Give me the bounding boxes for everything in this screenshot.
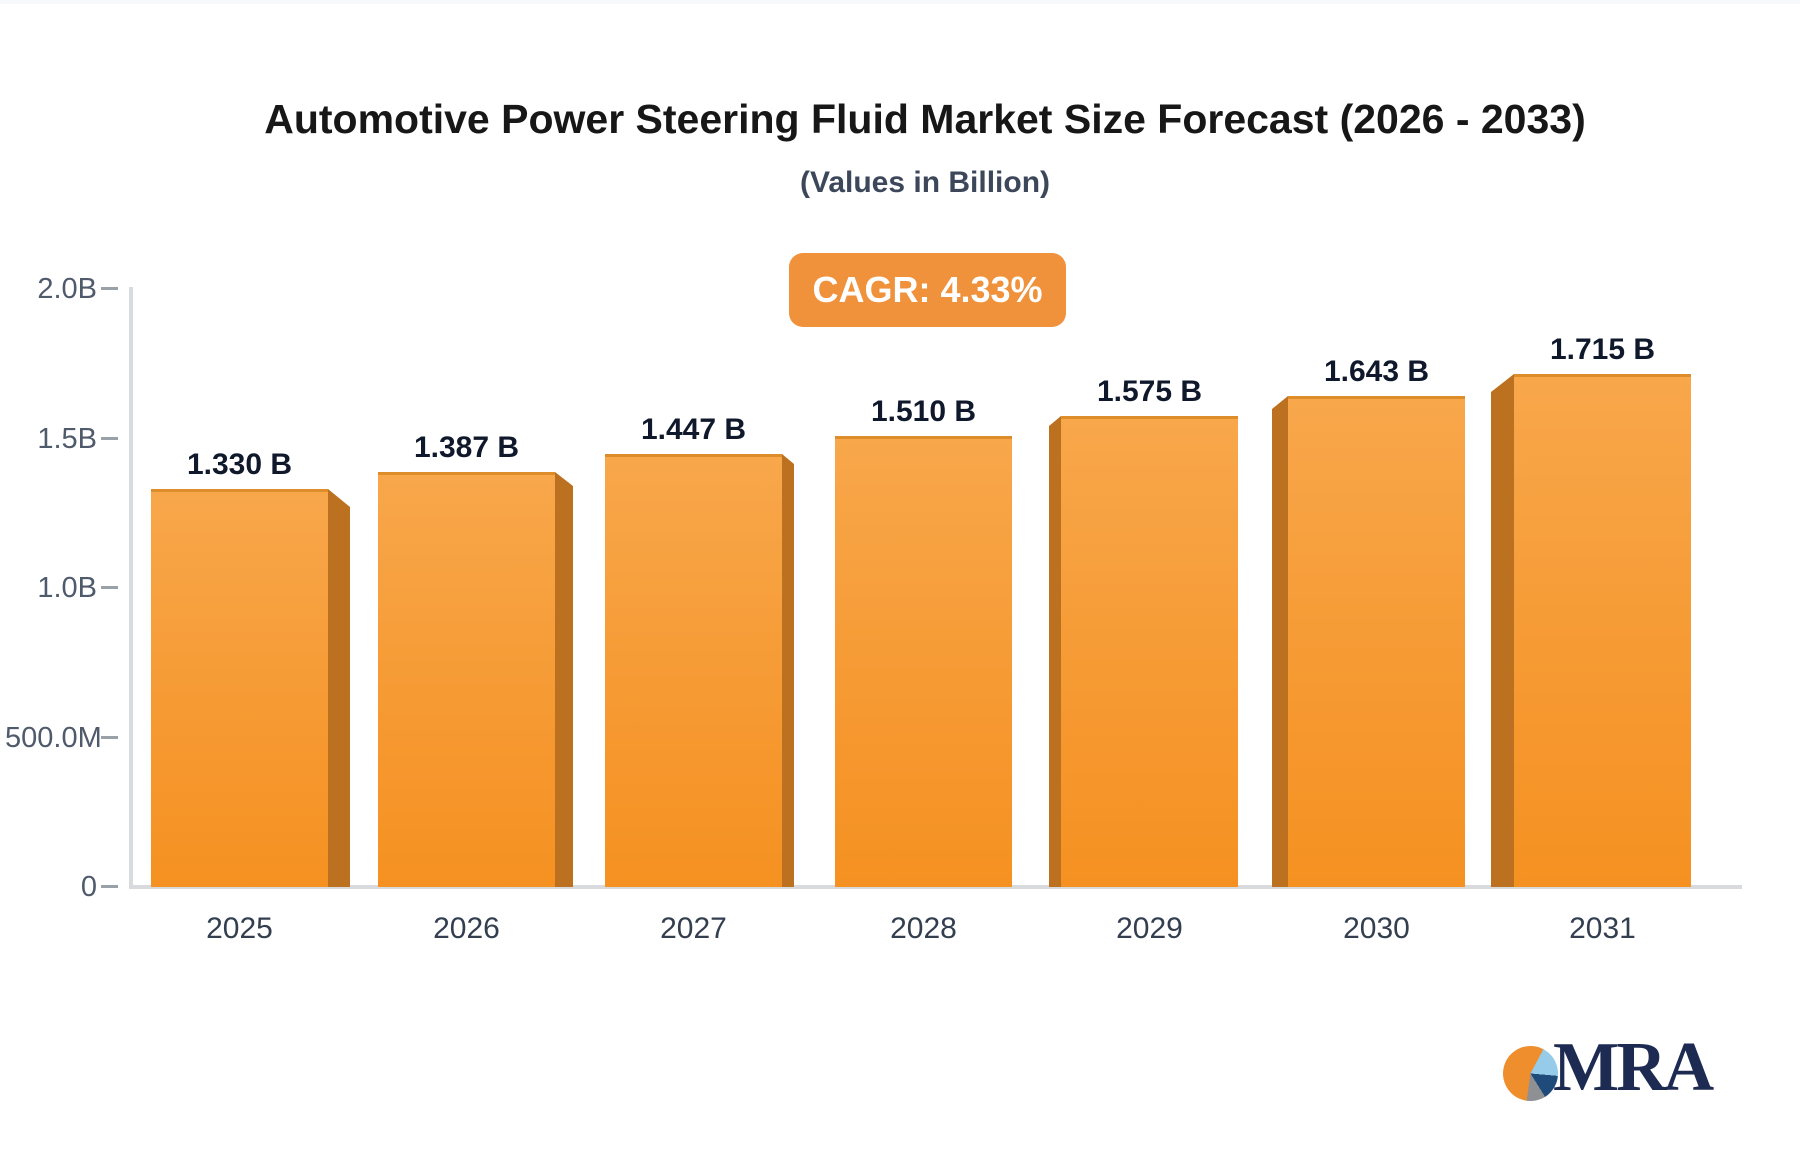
- bar-value-label-2028: 1.510 B: [870, 395, 977, 428]
- x-tick-label-2028: 2028: [890, 912, 957, 945]
- bar-side-2027: [782, 454, 794, 887]
- x-tick-label-2025: 2025: [206, 912, 273, 945]
- y-tick-label-3: 500.0M: [5, 721, 102, 754]
- bar-side-2025: [328, 489, 350, 887]
- y-tick-label-4: 0: [80, 871, 97, 903]
- bar-value-label-2029: 1.575 B: [1096, 375, 1203, 408]
- bar-2027: [605, 454, 782, 887]
- chart-title: Automotive Power Steering Fluid Market S…: [264, 96, 1586, 142]
- y-tick-dash-1: [101, 436, 118, 440]
- bar-2029: [1061, 416, 1238, 887]
- x-tick-label-2031: 2031: [1569, 912, 1636, 945]
- bar-value-label-2030: 1.643 B: [1323, 355, 1430, 388]
- bar-2025: [151, 489, 328, 887]
- x-tick-label-2029: 2029: [1116, 912, 1183, 945]
- bar-2026: [378, 472, 555, 887]
- y-tick-label-1: 1.5B: [37, 422, 97, 455]
- bar-side-2026: [555, 472, 573, 887]
- bar-side-2031: [1491, 374, 1514, 887]
- logo-text: MRA: [1553, 1029, 1714, 1106]
- bar-value-label-2031: 1.715 B: [1549, 333, 1656, 366]
- bar-side-2029: [1049, 416, 1061, 887]
- y-tick-dash-4: [101, 885, 118, 888]
- y-tick-dash-0: [101, 287, 118, 290]
- y-tick-label-2: 1.0B: [37, 572, 97, 604]
- chart-subtitle: (Values in Billion): [799, 166, 1051, 199]
- x-tick-label-2030: 2030: [1343, 912, 1410, 945]
- bar-2031: [1514, 374, 1691, 887]
- bar-2028: [835, 436, 1012, 887]
- bar-value-label-2026: 1.387 B: [413, 431, 520, 464]
- y-tick-label-0: 2.0B: [37, 273, 97, 305]
- mra-logo: MRA: [1503, 1029, 1743, 1116]
- pie-chart-logo-icon: [1503, 1046, 1558, 1101]
- bar-value-label-2025: 1.330 B: [186, 448, 293, 481]
- bar-value-label-2027: 1.447 B: [640, 413, 747, 446]
- bar-side-2030: [1272, 396, 1288, 887]
- cagr-badge: CAGR: 4.33%: [789, 253, 1066, 327]
- x-tick-label-2027: 2027: [660, 912, 727, 945]
- page-top-border: [0, 0, 1800, 4]
- bar-2030: [1288, 396, 1465, 887]
- x-axis-line: [129, 885, 1742, 889]
- x-tick-label-2026: 2026: [433, 912, 500, 945]
- y-tick-dash-3: [101, 735, 118, 739]
- y-tick-dash-2: [101, 586, 118, 589]
- y-axis-line: [129, 287, 133, 889]
